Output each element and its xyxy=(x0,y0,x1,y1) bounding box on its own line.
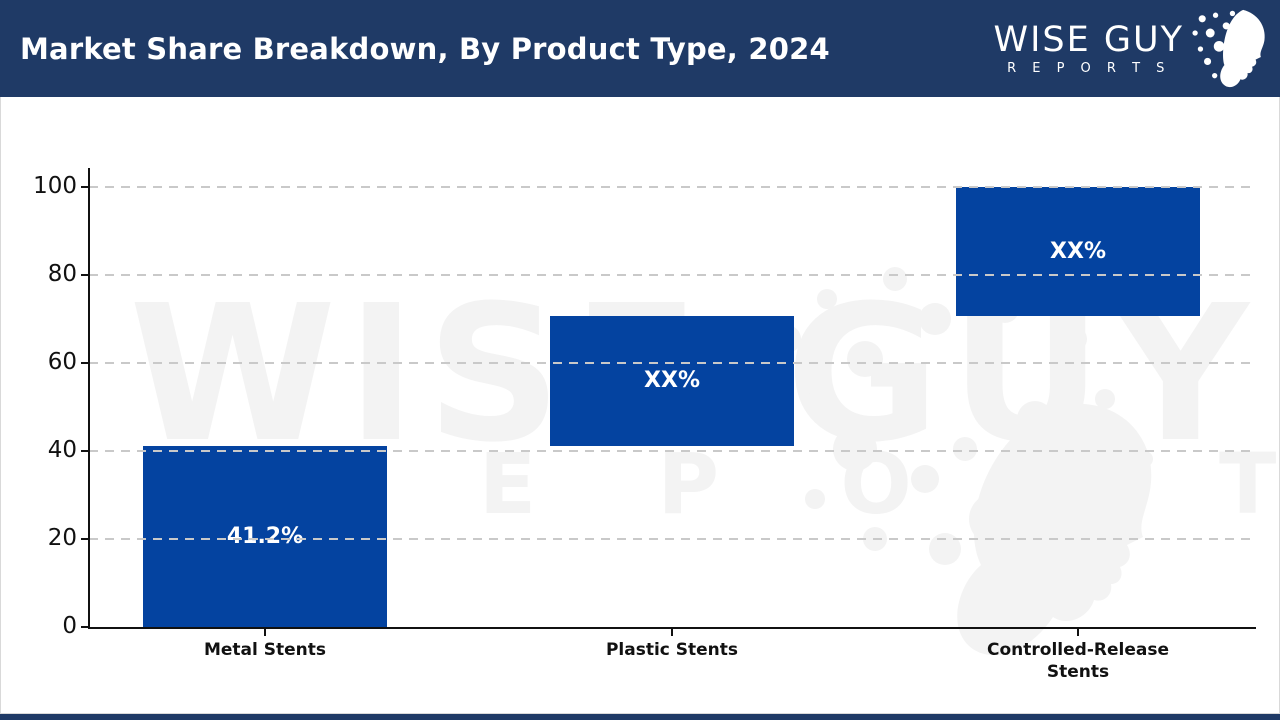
category-label-plastic-stents: Plastic Stents xyxy=(605,640,739,660)
header: Market Share Breakdown, By Product Type,… xyxy=(0,0,1280,97)
gridline-60 xyxy=(89,362,1256,364)
logo-wiseguy-text: WISE GUY xyxy=(993,20,1184,61)
y-tick-60 xyxy=(81,362,89,364)
gridline-20 xyxy=(89,538,1256,540)
y-tick-80 xyxy=(81,274,89,276)
gridline-100 xyxy=(89,186,1256,188)
y-tick-label-100: 100 xyxy=(33,173,77,199)
bar-metal-stents: 41.2% xyxy=(143,445,387,627)
y-tick-label-80: 80 xyxy=(47,261,77,287)
bar-value-label-plastic-stents: XX% xyxy=(644,368,700,394)
bar-plastic-stents: XX% xyxy=(550,315,794,446)
watermark-face-icon xyxy=(773,249,1153,656)
y-tick-20 xyxy=(81,538,89,540)
gridline-40 xyxy=(89,450,1256,452)
y-tick-label-20: 20 xyxy=(47,525,77,551)
y-tick-0 xyxy=(81,626,89,628)
y-tick-40 xyxy=(81,450,89,452)
x-tick-plastic-stents xyxy=(671,629,673,636)
logo-text: WISE GUY R E P O R T S xyxy=(993,22,1184,76)
bottom-accent-bar xyxy=(0,714,1280,720)
bar-value-label-controlled-release-stents: XX% xyxy=(1050,238,1106,264)
chart-area: WISE GUY R E P O R T S 02040608010041.2%… xyxy=(0,97,1280,714)
y-tick-100 xyxy=(81,186,89,188)
y-tick-label-60: 60 xyxy=(47,349,77,375)
logo-face-icon xyxy=(1192,9,1265,88)
category-label-controlled-release-stents: Controlled-Release Stents xyxy=(987,640,1169,683)
chart-title: Market Share Breakdown, By Product Type,… xyxy=(20,31,830,66)
x-tick-controlled-release-stents xyxy=(1077,629,1079,636)
y-tick-label-40: 40 xyxy=(47,437,77,463)
y-axis xyxy=(88,168,90,629)
wiseguy-logo: WISE GUY R E P O R T S xyxy=(993,6,1268,92)
x-axis xyxy=(88,627,1256,629)
x-tick-metal-stents xyxy=(264,629,266,636)
bar-value-label-metal-stents: 41.2% xyxy=(226,523,304,549)
bar-controlled-release-stents: XX% xyxy=(956,187,1200,316)
gridline-80 xyxy=(89,274,1256,276)
y-tick-label-0: 0 xyxy=(62,613,77,639)
logo-reports-text: R E P O R T S xyxy=(1007,60,1171,76)
category-label-metal-stents: Metal Stents xyxy=(203,640,327,660)
